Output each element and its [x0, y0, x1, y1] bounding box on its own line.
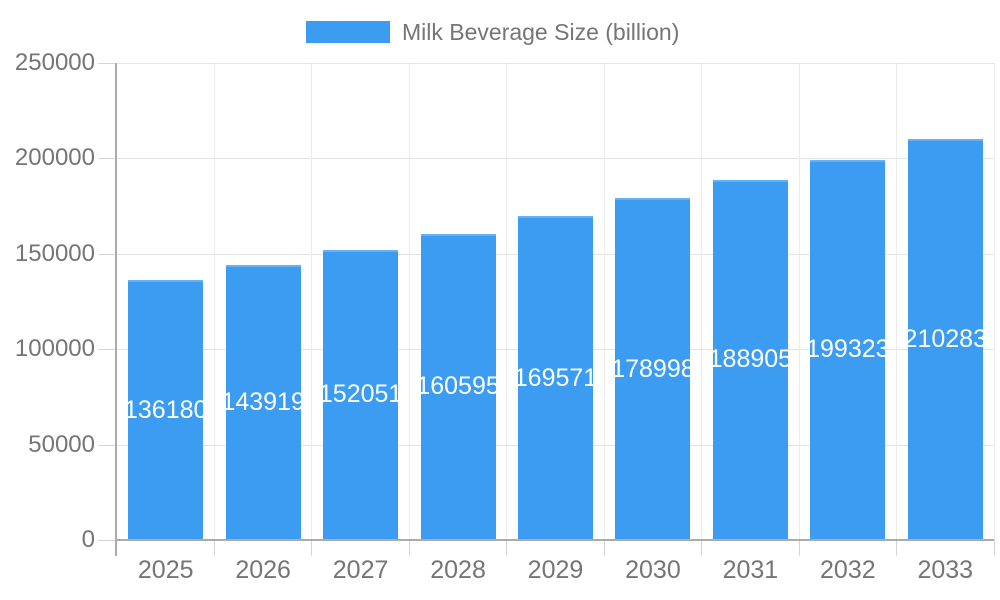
horizontal-gridline	[117, 63, 994, 64]
y-axis-tick-label: 50000	[28, 430, 95, 458]
bar[interactable]: 188905	[712, 179, 788, 540]
y-axis-tick-label: 250000	[14, 49, 95, 76]
bar-value-label: 143919	[225, 388, 301, 417]
y-axis-tick-label: 200000	[14, 144, 95, 172]
bar[interactable]: 199323	[810, 159, 886, 540]
vertical-gridline	[701, 63, 703, 540]
x-axis-tick-label: 2027	[332, 556, 389, 584]
x-axis-tick-label: 2030	[625, 556, 681, 584]
y-axis-tick-mark	[98, 63, 117, 64]
bar[interactable]: 160595	[420, 233, 496, 540]
bar-value-label: 188905	[712, 345, 788, 374]
bar-value-label: 160595	[420, 372, 496, 401]
x-axis-line	[115, 539, 994, 541]
x-axis-tick-label: 2032	[820, 556, 876, 584]
x-axis-tick-mark	[311, 540, 313, 556]
bar-value-label: 178998	[615, 354, 691, 383]
legend-item[interactable]: Milk Beverage Size (billion)	[306, 20, 679, 44]
x-axis-tick-mark	[798, 540, 800, 556]
vertical-gridline	[896, 63, 898, 540]
x-axis-tick-mark	[408, 540, 410, 556]
vertical-gridline	[311, 63, 313, 540]
x-axis-tick-mark	[213, 540, 215, 556]
vertical-gridline	[798, 63, 800, 540]
vertical-gridline	[506, 63, 508, 540]
bar[interactable]: 143919	[225, 265, 301, 540]
y-axis-tick-label: 150000	[14, 239, 95, 267]
x-axis-tick-mark	[701, 540, 703, 556]
y-axis-tick-mark	[98, 253, 117, 255]
vertical-gridline	[408, 63, 410, 540]
x-axis-tick-label: 2026	[235, 556, 291, 584]
vertical-gridline	[603, 63, 605, 540]
bar-value-label: 169571	[518, 363, 593, 392]
bar[interactable]: 136180	[128, 280, 204, 540]
y-axis-tick-label: 100000	[14, 335, 95, 363]
x-axis-tick-label: 2033	[917, 556, 974, 584]
legend-label: Milk Beverage Size (billion)	[402, 19, 680, 45]
bar-value-label: 199323	[810, 335, 886, 364]
bar[interactable]: 210283	[907, 138, 983, 540]
y-axis-tick-mark	[98, 349, 117, 351]
x-axis-tick-label: 2025	[137, 556, 194, 584]
y-axis-line	[115, 63, 117, 556]
x-axis-tick-mark	[506, 540, 508, 556]
y-axis-tick-mark	[98, 444, 117, 446]
legend-color-swatch	[306, 21, 390, 43]
x-axis-tick-mark	[993, 540, 995, 556]
y-axis-tick-mark	[98, 540, 117, 541]
vertical-gridline	[993, 63, 995, 540]
vertical-gridline	[213, 63, 215, 540]
x-axis-tick-label: 2028	[430, 556, 486, 584]
bar[interactable]: 178998	[615, 198, 691, 540]
bar[interactable]: 152051	[323, 249, 399, 540]
bar[interactable]: 169571	[518, 216, 593, 540]
bar-value-label: 210283	[907, 324, 983, 353]
x-axis-tick-label: 2031	[722, 556, 779, 584]
x-axis-tick-mark	[896, 540, 898, 556]
horizontal-gridline	[117, 158, 994, 160]
bar-value-label: 136180	[128, 395, 204, 424]
bar-value-label: 152051	[323, 380, 399, 409]
y-axis-tick-mark	[98, 158, 117, 160]
y-axis-tick-label: 0	[81, 526, 95, 553]
x-axis-tick-label: 2029	[527, 556, 584, 584]
x-axis-tick-mark	[603, 540, 605, 556]
plot-area: 136180 143919 152051 160595 169571 178998 1889…	[117, 63, 995, 540]
